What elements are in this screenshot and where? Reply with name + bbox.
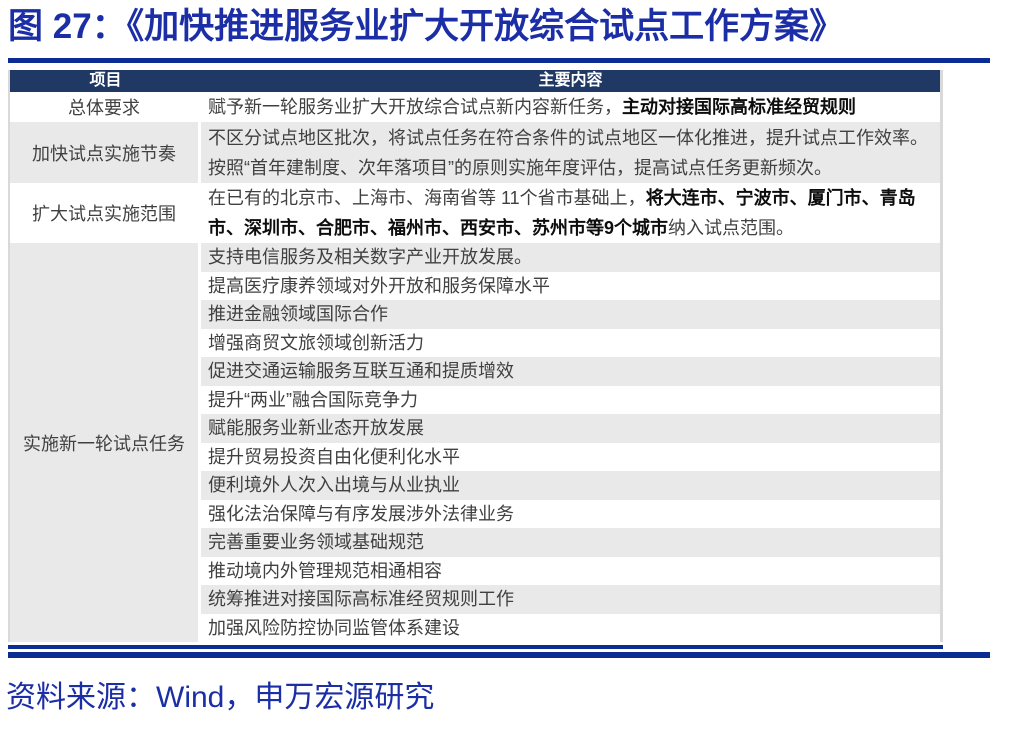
row-content-implementation-pace: 不区分试点地区批次，将试点任务在符合条件的试点地区一体化推进，提升试点工作效率。… [201, 122, 940, 183]
figure-title: 图 27：《加快推进服务业扩大开放综合试点工作方案》 [8, 7, 845, 46]
task-item: 提升“两业”融合国际竞争力 [201, 385, 940, 414]
content-segment: 在已有的北京市、上海市、海南省等 11个省市基础上， [208, 188, 646, 208]
content-segment: 纳入试点范围。 [668, 218, 795, 238]
task-item: 增强商贸文旅领域创新活力 [201, 328, 940, 357]
task-item-list: 支持电信服务及相关数字产业开放发展。 提高医疗康养领域对外开放和服务保障水平 推… [201, 243, 940, 642]
column-header-content: 主要内容 [538, 72, 603, 89]
table-section-new-round-tasks: 实施新一轮试点任务 支持电信服务及相关数字产业开放发展。 提高医疗康养领域对外开… [10, 243, 940, 642]
content-segment: 赋予新一轮服务业扩大开放综合试点新内容新任务， [208, 97, 622, 117]
row-label-implementation-pace: 加快试点实施节奏 [10, 122, 201, 183]
table-bottom-rule [8, 645, 943, 649]
title-divider-rule [8, 58, 990, 63]
task-item: 促进交通运输服务互联互通和提质增效 [201, 357, 940, 386]
source-note: 资料来源：Wind，申万宏源研究 [6, 681, 435, 714]
row-label-expanded-scope: 扩大试点实施范围 [10, 183, 201, 243]
content-segment-bold: 主动对接国际高标准经贸规则 [622, 97, 856, 117]
task-item: 推进金融领域国际合作 [201, 300, 940, 329]
task-item: 加强风险防控协同监管体系建设 [201, 613, 940, 642]
row-content-overall-requirements: 赋予新一轮服务业扩大开放综合试点新内容新任务，主动对接国际高标准经贸规则 [201, 92, 940, 122]
task-item: 提高医疗康养领域对外开放和服务保障水平 [201, 271, 940, 300]
content-line: 按照“首年建制度、次年落项目”的原则实施年度评估，提高试点任务更新频次。 [208, 157, 832, 178]
task-item: 便利境外人次入出境与从业执业 [201, 471, 940, 500]
table-row-overall-requirements: 总体要求 赋予新一轮服务业扩大开放综合试点新内容新任务，主动对接国际高标准经贸规… [10, 92, 940, 122]
column-header-item: 项目 [89, 72, 122, 89]
table-row-implementation-pace: 加快试点实施节奏 不区分试点地区批次，将试点任务在符合条件的试点地区一体化推进，… [10, 122, 940, 183]
row-content-expanded-scope: 在已有的北京市、上海市、海南省等 11个省市基础上，将大连市、宁波市、厦门市、青… [201, 183, 940, 243]
task-item: 赋能服务业新业态开放发展 [201, 414, 940, 443]
task-item: 统筹推进对接国际高标准经贸规则工作 [201, 585, 940, 614]
row-label-new-round-tasks: 实施新一轮试点任务 [10, 243, 201, 642]
section-divider-rule [8, 652, 990, 658]
row-label-overall-requirements: 总体要求 [10, 92, 201, 122]
task-item: 提升贸易投资自由化便利化水平 [201, 442, 940, 471]
task-item: 支持电信服务及相关数字产业开放发展。 [201, 243, 940, 272]
pilot-program-table: 项目 主要内容 总体要求 赋予新一轮服务业扩大开放综合试点新内容新任务，主动对接… [8, 70, 943, 642]
table-header-row: 项目 主要内容 [10, 70, 940, 92]
content-segment-bold: 将大连市、宁波市、厦门市、青岛市、深圳市、合肥市、福州市、西安市、苏州市等9个城… [208, 188, 916, 238]
task-item: 强化法治保障与有序发展涉外法律业务 [201, 499, 940, 528]
task-item: 推动境内外管理规范相通相容 [201, 556, 940, 585]
task-item: 完善重要业务领域基础规范 [201, 528, 940, 557]
table-row-expanded-scope: 扩大试点实施范围 在已有的北京市、上海市、海南省等 11个省市基础上，将大连市、… [10, 183, 940, 243]
report-figure-page: 图 27：《加快推进服务业扩大开放综合试点工作方案》 项目 主要内容 总体要求 … [0, 8, 1010, 734]
content-line: 不区分试点地区批次，将试点任务在符合条件的试点地区一体化推进，提升试点工作效率。 [208, 127, 928, 148]
